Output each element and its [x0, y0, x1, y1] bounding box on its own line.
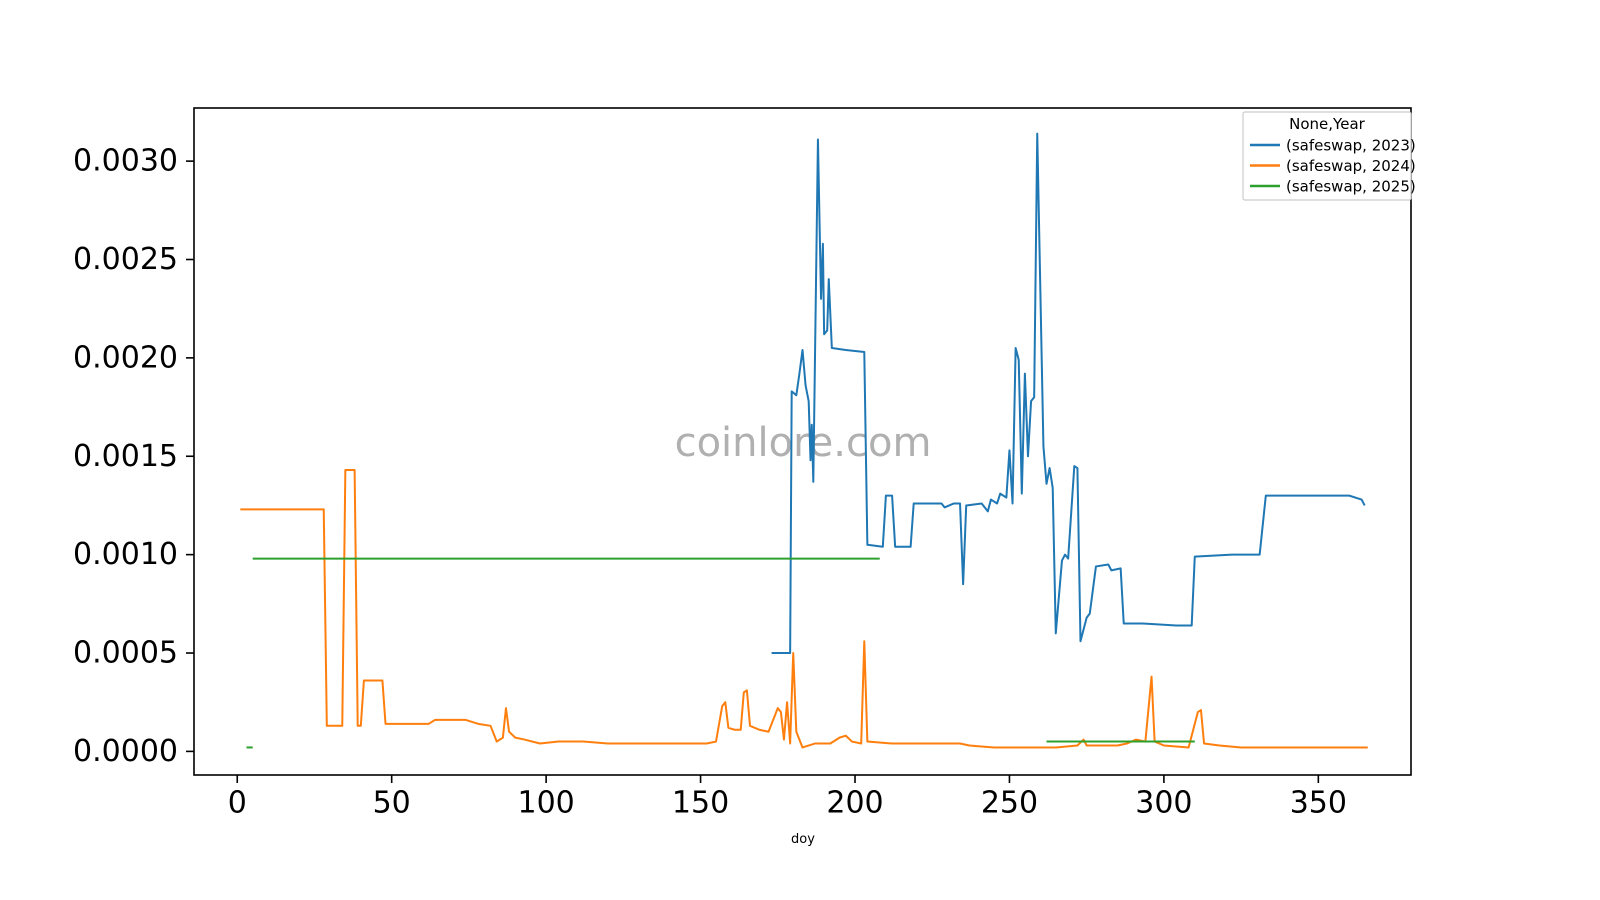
y-tick-label: 0.0010 — [73, 537, 178, 572]
watermark-label: coinlore.com — [675, 420, 932, 466]
series-lines — [240, 132, 1368, 749]
y-tick-label: 0.0030 — [73, 144, 178, 179]
y-tick-label: 0.0025 — [73, 242, 178, 277]
legend-label-3[interactable]: (safeswap, 2025) — [1286, 178, 1416, 196]
x-tick-label: 300 — [1135, 786, 1192, 821]
x-tick-label: 250 — [981, 786, 1038, 821]
plot-frame — [193, 107, 1412, 776]
x-axis-label: doy — [791, 832, 815, 847]
legend-label-2[interactable]: (safeswap, 2024) — [1286, 157, 1416, 175]
legend-label-1[interactable]: (safeswap, 2023) — [1286, 137, 1416, 155]
x-tick-label: 100 — [517, 786, 574, 821]
y-tick-label: 0.0015 — [73, 439, 178, 474]
axis-ticks: 0.0000 0.0005 0.0010 0.0015 0.0020 0.0025 0.00… — [73, 144, 1347, 821]
x-tick-label: 200 — [826, 786, 883, 821]
y-tick-label: 0.0000 — [73, 734, 178, 769]
chart-legend[interactable]: None,Year (safeswap, 2023) (safeswap, 2024… — [1242, 111, 1416, 201]
legend-background — [1242, 111, 1412, 201]
x-tick-label: 50 — [373, 786, 411, 821]
x-tick-label: 150 — [672, 786, 729, 821]
x-tick-label: 350 — [1290, 786, 1347, 821]
series-line-1 — [771, 132, 1366, 655]
y-tick-label: 0.0005 — [73, 636, 178, 671]
legend-title: None,Year — [1289, 115, 1365, 133]
y-tick-label: 0.0020 — [73, 340, 178, 375]
x-tick-label: 0 — [228, 786, 247, 821]
